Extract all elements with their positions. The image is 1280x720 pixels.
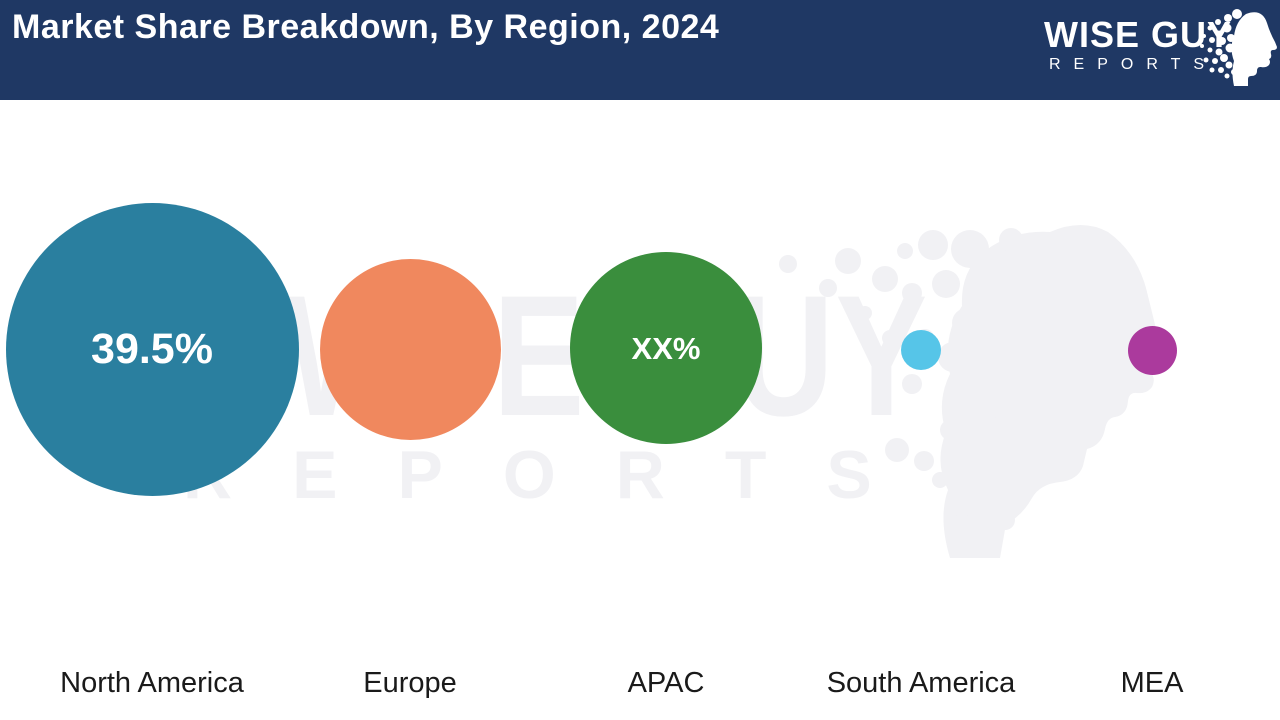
brand-reports-label: REPORTS <box>1049 56 1218 73</box>
region-name-label-north-america: North America <box>60 667 244 699</box>
bubble-value-label: XX% <box>631 330 701 366</box>
bubble-value-label: 39.5% <box>91 324 213 373</box>
page-title: Market Share Breakdown, By Region, 2024 <box>12 8 720 46</box>
watermark-head-icon <box>779 225 1165 558</box>
region-bubble-europe <box>319 258 501 440</box>
chart-area: WISE GUY REPORTS 39.5% North America <box>0 100 1280 720</box>
region-name-label-europe: Europe <box>363 667 457 699</box>
region-bubble-north-america: 39.5% <box>5 202 299 496</box>
region-name-label-mea: MEA <box>1120 667 1184 699</box>
brand-wordmark: WISE GUY <box>1044 14 1233 55</box>
watermark-reports-label: REPORTS <box>183 437 932 513</box>
region-bubble-south-america <box>901 330 941 370</box>
region-name-label-south-america: South America <box>826 667 1016 699</box>
region-bubble-mea <box>1127 325 1177 375</box>
region-name-label-apac: APAC <box>627 667 705 699</box>
brand-head-icon <box>1200 9 1277 87</box>
header-bar: Market Share Breakdown, By Region, 2024 … <box>0 0 1280 100</box>
region-bubble-apac: XX% <box>570 252 762 444</box>
